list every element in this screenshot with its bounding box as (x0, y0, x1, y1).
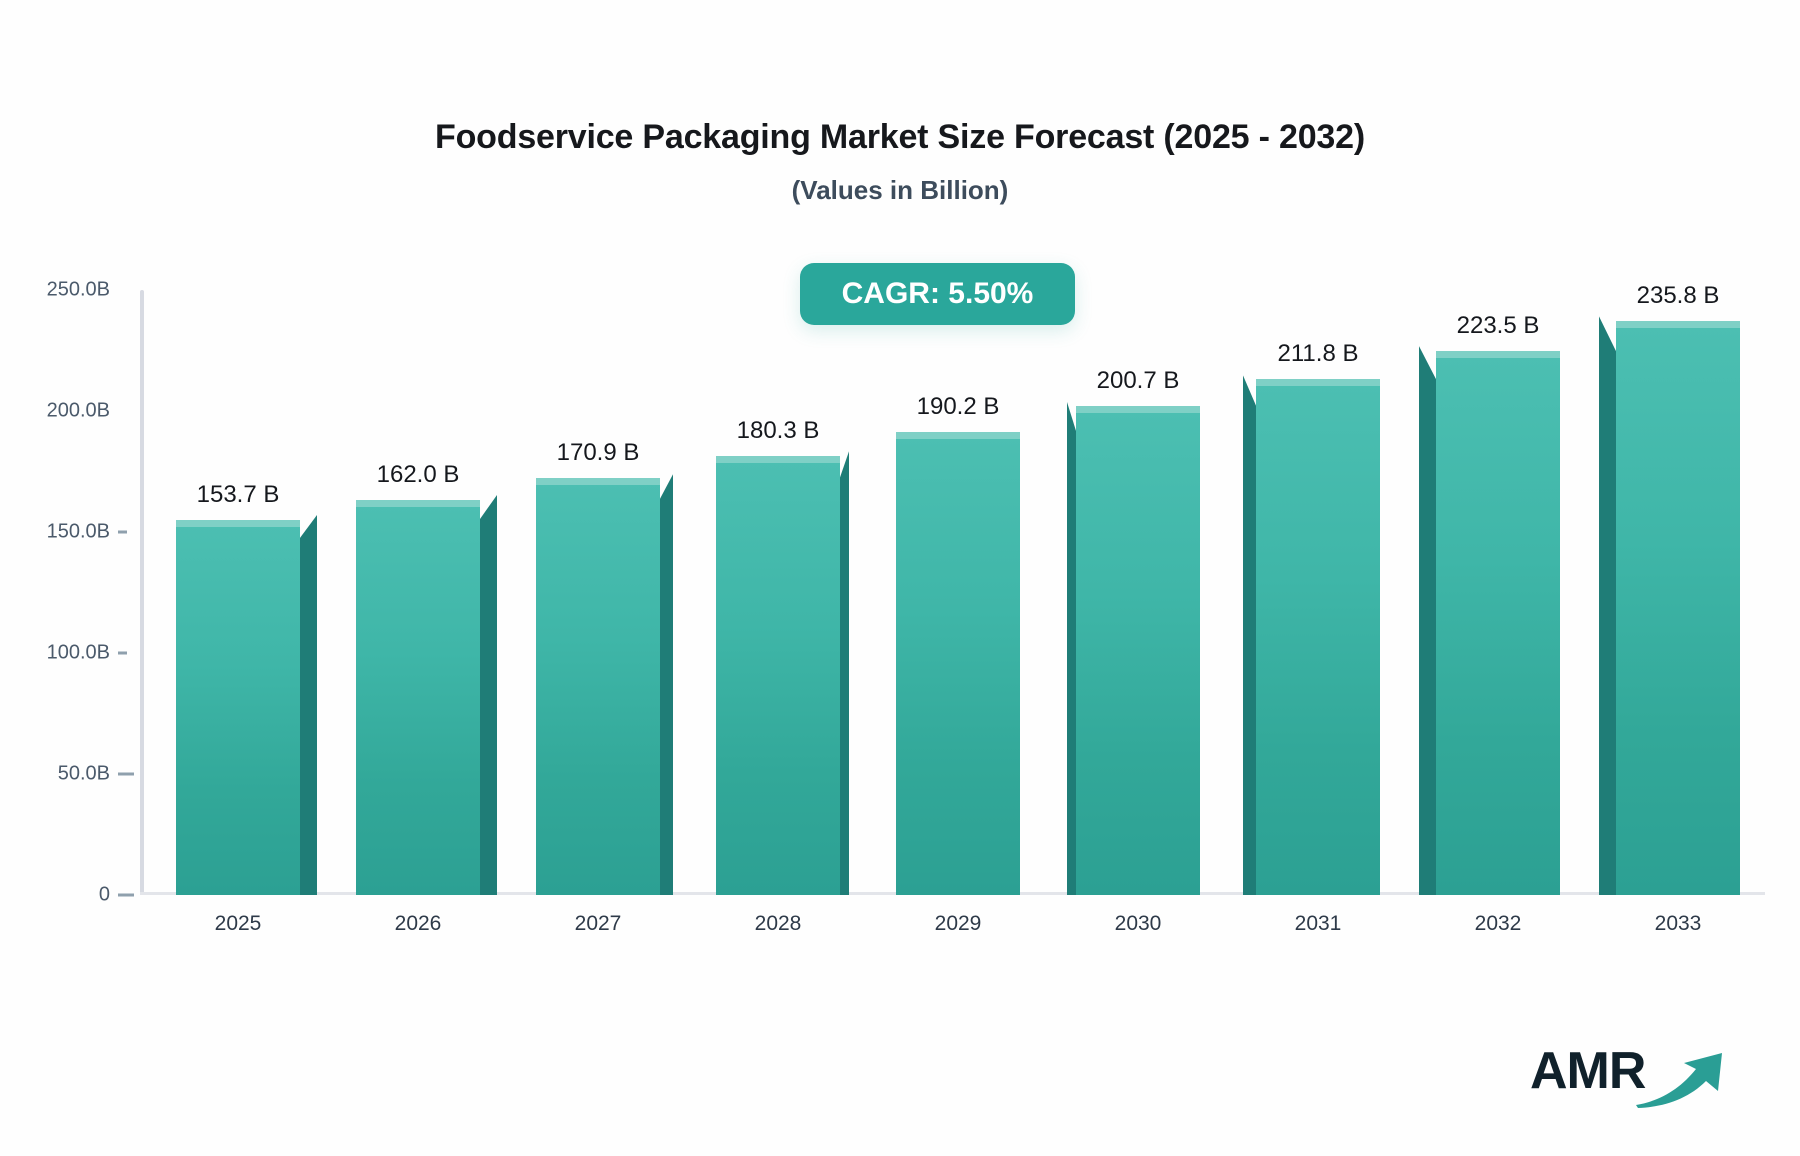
bar-side-face (1242, 374, 1256, 895)
bar-value-label: 211.8 B (1277, 340, 1359, 368)
bar-side-face (1419, 346, 1436, 895)
bar-side-face (840, 450, 850, 895)
chart-subtitle: (Values in Billion) (791, 175, 1009, 205)
bar-front-face (1076, 409, 1200, 895)
y-axis-tick-mark (118, 651, 127, 655)
bar-side-face (300, 515, 317, 895)
y-axis-tick-label: 0 (98, 883, 110, 906)
bar-value-label: 153.7 B (196, 481, 280, 509)
x-axis-tick-label: 2030 (1114, 912, 1162, 935)
bar[interactable] (536, 473, 674, 895)
x-axis-tick-label: 2025 (214, 912, 262, 935)
bar[interactable] (1242, 374, 1380, 895)
x-axis-tick-label: 2027 (574, 912, 622, 935)
bar-front-face (176, 523, 300, 895)
x-axis-tick-label: 2028 (754, 912, 802, 935)
bar[interactable] (1066, 401, 1200, 895)
bar-top-face (1256, 379, 1380, 387)
bar-value-label: 180.3 B (736, 416, 820, 444)
amr-logo-text: AMR (1530, 1042, 1646, 1100)
bar-value-label: 190.2 B (916, 392, 1000, 420)
bar-top-face (1436, 351, 1560, 359)
bar-front-face (1616, 324, 1740, 895)
x-axis-tick-label: 2033 (1654, 912, 1702, 935)
x-axis-tick-label: 2029 (934, 912, 982, 935)
bar-top-face (536, 478, 660, 486)
bar[interactable] (716, 450, 850, 895)
x-axis-tick-label: 2031 (1294, 912, 1342, 935)
y-axis-tick-label: 200.0B (46, 399, 110, 422)
y-axis-tick-label: 100.0B (46, 641, 110, 664)
y-axis-tick-label: 50.0B (57, 762, 110, 785)
x-axis-tick-label: 2026 (394, 912, 442, 935)
y-axis-line (140, 290, 144, 894)
bar-front-face (1436, 354, 1560, 895)
bar-front-face (896, 434, 1020, 895)
y-axis-tick-label: 150.0B (46, 520, 110, 543)
bar[interactable] (176, 515, 317, 895)
bar-side-face (660, 473, 674, 895)
bar-side-face (480, 494, 497, 895)
bar[interactable] (1419, 346, 1560, 895)
bar-value-label: 162.0 B (376, 460, 460, 488)
chart-title: Foodservice Packaging Market Size Foreca… (435, 118, 1365, 156)
cagr-badge: CAGR: 5.50% (800, 263, 1075, 325)
bar-top-face (1616, 321, 1740, 329)
amr-logo: AMR (1530, 1035, 1730, 1113)
y-axis-tick-mark (118, 893, 134, 897)
y-axis-tick-label: 250.0B (46, 278, 110, 301)
bar-front-face (536, 481, 660, 895)
bar[interactable] (896, 431, 1020, 895)
bar-front-face (1256, 382, 1380, 895)
bar-top-face (1076, 406, 1200, 414)
bar-value-label: 200.7 B (1096, 367, 1180, 395)
bar[interactable] (1599, 316, 1740, 895)
bar-side-face (1599, 316, 1616, 895)
growth-arrow-icon (1636, 1053, 1722, 1108)
bar-value-label: 223.5 B (1456, 312, 1540, 340)
bar-value-label: 235.8 B (1636, 282, 1720, 310)
bar-side-face (1066, 401, 1076, 895)
y-axis-tick-mark (118, 530, 127, 534)
bar-top-face (176, 520, 300, 528)
cagr-badge-label: CAGR: 5.50% (841, 277, 1034, 310)
plot-area: 153.7 B 162.0 B 170.9 B 180.3 B 190.2 B 200.7… (140, 282, 1760, 895)
x-axis-tick-label: 2032 (1474, 912, 1522, 935)
bar[interactable] (356, 494, 497, 895)
bar-top-face (356, 499, 480, 507)
bar-front-face (356, 502, 480, 895)
y-axis-tick-mark (118, 772, 134, 776)
bar-top-face (896, 431, 1020, 439)
bar-top-face (716, 455, 840, 463)
bar-front-face (716, 458, 840, 895)
bar-value-label: 170.9 B (556, 439, 640, 467)
